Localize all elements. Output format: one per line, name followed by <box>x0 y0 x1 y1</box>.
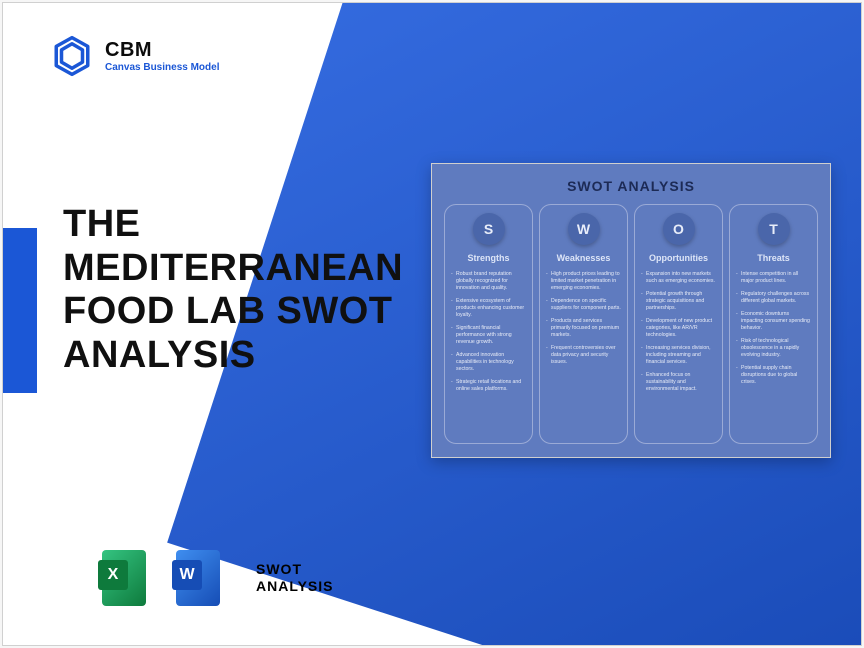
list-item: Increasing services division, including … <box>641 345 716 366</box>
swot-col-weaknesses: W Weaknesses High product prices leading… <box>539 204 628 444</box>
list-item: Expansion into new markets such as emerg… <box>641 271 716 285</box>
list-item: Potential growth through strategic acqui… <box>641 291 716 312</box>
excel-icon: X <box>98 546 162 610</box>
swot-card-title: SWOT ANALYSIS <box>444 178 818 194</box>
swot-circle-w: W <box>568 213 600 245</box>
swot-circle-t: T <box>758 213 790 245</box>
swot-list-opportunities: Expansion into new markets such as emerg… <box>641 271 716 399</box>
swot-list-threats: Intense competition in all major product… <box>736 271 811 392</box>
list-item: Strategic retail locations and online sa… <box>451 379 526 393</box>
list-item: Frequent controversies over data privacy… <box>546 345 621 366</box>
list-item: Potential supply chain disruptions due t… <box>736 365 811 386</box>
list-item: High product prices leading to limited m… <box>546 271 621 292</box>
files-label: SWOT ANALYSIS <box>256 561 334 596</box>
brand-full: Canvas Business Model <box>105 62 219 73</box>
list-item: Regulatory challenges across different g… <box>736 291 811 305</box>
brand-logo: CBM Canvas Business Model <box>51 35 219 77</box>
list-item: Risk of technological obsolescence in a … <box>736 338 811 359</box>
swot-col-threats: T Threats Intense competition in all maj… <box>729 204 818 444</box>
swot-columns: S Strengths Robust brand reputation glob… <box>444 204 818 444</box>
list-item: Robust brand reputation globally recogni… <box>451 271 526 292</box>
swot-col-strengths: S Strengths Robust brand reputation glob… <box>444 204 533 444</box>
swot-heading-threats: Threats <box>757 253 790 263</box>
swot-heading-weaknesses: Weaknesses <box>557 253 611 263</box>
page-title: THE MEDITERRANEAN FOOD LAB SWOT ANALYSIS <box>63 203 423 378</box>
swot-card: SWOT ANALYSIS S Strengths Robust brand r… <box>431 163 831 458</box>
swot-circle-o: O <box>663 213 695 245</box>
word-letter: W <box>179 566 194 584</box>
list-item: Dependence on specific suppliers for com… <box>546 298 621 312</box>
left-accent-bar <box>3 228 37 393</box>
list-item: Intense competition in all major product… <box>736 271 811 285</box>
files-label-line2: ANALYSIS <box>256 578 334 596</box>
swot-col-opportunities: O Opportunities Expansion into new marke… <box>634 204 723 444</box>
list-item: Advanced innovation capabilities in tech… <box>451 352 526 373</box>
files-label-line1: SWOT <box>256 561 334 579</box>
file-icons-row: X W SWOT ANALYSIS <box>98 546 334 610</box>
brand-abbr: CBM <box>105 39 219 62</box>
list-item: Products and services primarily focused … <box>546 318 621 339</box>
logo-hex-icon <box>51 35 93 77</box>
list-item: Economic downturns impacting consumer sp… <box>736 311 811 332</box>
swot-list-weaknesses: High product prices leading to limited m… <box>546 271 621 372</box>
swot-heading-opportunities: Opportunities <box>649 253 708 263</box>
list-item: Significant financial performance with s… <box>451 325 526 346</box>
word-icon: W <box>172 546 236 610</box>
swot-list-strengths: Robust brand reputation globally recogni… <box>451 271 526 399</box>
excel-letter: X <box>108 566 119 584</box>
swot-heading-strengths: Strengths <box>467 253 509 263</box>
list-item: Enhanced focus on sustainability and env… <box>641 372 716 393</box>
slide-canvas: CBM Canvas Business Model THE MEDITERRAN… <box>2 2 862 646</box>
list-item: Extensive ecosystem of products enhancin… <box>451 298 526 319</box>
swot-circle-s: S <box>473 213 505 245</box>
list-item: Development of new product categories, l… <box>641 318 716 339</box>
